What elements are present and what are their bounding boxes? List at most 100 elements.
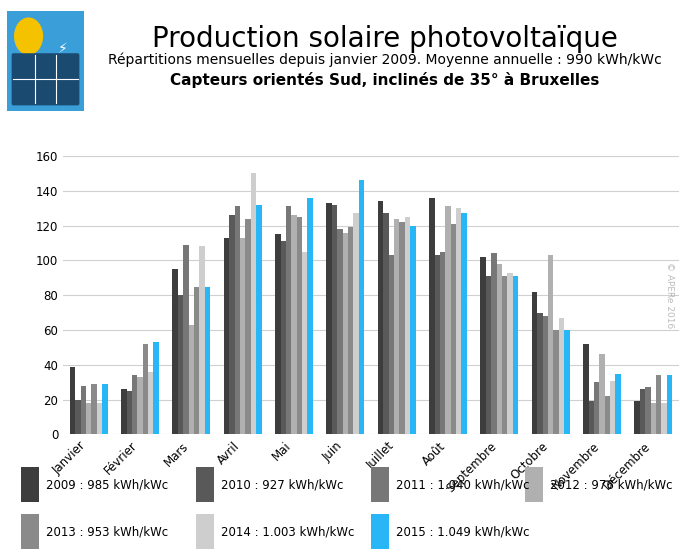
- FancyBboxPatch shape: [21, 515, 38, 549]
- Bar: [583, 344, 589, 434]
- Bar: [410, 226, 416, 434]
- Bar: [199, 246, 205, 434]
- Bar: [496, 264, 502, 434]
- Text: ⚡: ⚡: [57, 42, 67, 56]
- Bar: [297, 217, 302, 434]
- Bar: [127, 391, 132, 434]
- Bar: [451, 224, 456, 434]
- FancyBboxPatch shape: [371, 467, 388, 502]
- Bar: [224, 238, 229, 434]
- Bar: [132, 375, 137, 434]
- FancyBboxPatch shape: [196, 467, 214, 502]
- Bar: [656, 375, 662, 434]
- Bar: [348, 227, 354, 434]
- Text: 2009 : 985 kWh/kWc: 2009 : 985 kWh/kWc: [46, 478, 167, 491]
- Bar: [502, 276, 508, 434]
- Text: 2010 : 927 kWh/kWc: 2010 : 927 kWh/kWc: [220, 478, 343, 491]
- FancyBboxPatch shape: [21, 467, 38, 502]
- Text: 2015 : 1.049 kWh/kWc: 2015 : 1.049 kWh/kWc: [395, 525, 529, 539]
- Bar: [326, 203, 332, 434]
- Bar: [662, 403, 667, 434]
- Bar: [486, 276, 491, 434]
- Bar: [240, 238, 246, 434]
- Bar: [354, 213, 359, 434]
- Bar: [589, 402, 594, 434]
- Bar: [148, 372, 153, 434]
- Bar: [650, 403, 656, 434]
- Bar: [286, 207, 291, 434]
- Bar: [80, 385, 86, 434]
- FancyBboxPatch shape: [525, 467, 542, 502]
- Bar: [554, 330, 559, 434]
- Text: 2012 : 976 kWh/kWc: 2012 : 976 kWh/kWc: [550, 478, 672, 491]
- Bar: [75, 400, 80, 434]
- Bar: [445, 207, 451, 434]
- FancyBboxPatch shape: [371, 515, 388, 549]
- Bar: [178, 295, 183, 434]
- Bar: [302, 252, 307, 434]
- Bar: [594, 382, 599, 434]
- Text: Production solaire photovoltaïque: Production solaire photovoltaïque: [152, 25, 618, 53]
- Bar: [143, 344, 148, 434]
- Bar: [491, 253, 496, 434]
- Bar: [359, 180, 364, 434]
- Circle shape: [15, 18, 43, 54]
- Bar: [229, 215, 234, 434]
- Bar: [275, 234, 281, 434]
- Bar: [394, 219, 400, 434]
- Bar: [251, 173, 256, 434]
- Bar: [291, 215, 297, 434]
- Bar: [610, 380, 615, 434]
- Bar: [246, 219, 251, 434]
- Bar: [440, 252, 445, 434]
- Bar: [234, 207, 240, 434]
- Text: 2013 : 953 kWh/kWc: 2013 : 953 kWh/kWc: [46, 525, 167, 539]
- Bar: [667, 375, 672, 434]
- Bar: [383, 213, 389, 434]
- Text: Capteurs orientés Sud, inclinés de 35° à Bruxelles: Capteurs orientés Sud, inclinés de 35° à…: [170, 72, 600, 89]
- Bar: [435, 255, 440, 434]
- Bar: [183, 245, 188, 434]
- Bar: [634, 402, 640, 434]
- Bar: [194, 286, 199, 434]
- Bar: [378, 201, 383, 434]
- Bar: [281, 241, 286, 434]
- Bar: [97, 403, 102, 434]
- Text: Répartitions mensuelles depuis janvier 2009. Moyenne annuelle : 990 kWh/kWc: Répartitions mensuelles depuis janvier 2…: [108, 53, 662, 67]
- FancyBboxPatch shape: [12, 53, 79, 105]
- Bar: [342, 233, 348, 434]
- Bar: [92, 384, 97, 434]
- Bar: [70, 367, 75, 434]
- Bar: [615, 374, 621, 434]
- Bar: [429, 198, 435, 434]
- Bar: [86, 403, 92, 434]
- Bar: [564, 330, 570, 434]
- Bar: [532, 292, 537, 434]
- Bar: [121, 389, 127, 434]
- Bar: [332, 205, 337, 434]
- Bar: [513, 276, 518, 434]
- Bar: [188, 325, 194, 434]
- Text: © APERe 2016: © APERe 2016: [665, 262, 674, 328]
- Bar: [548, 255, 554, 434]
- Bar: [256, 205, 262, 434]
- Bar: [307, 198, 313, 434]
- Bar: [153, 342, 159, 434]
- Bar: [205, 286, 210, 434]
- Bar: [537, 312, 542, 434]
- Bar: [172, 269, 178, 434]
- FancyBboxPatch shape: [3, 6, 88, 116]
- Bar: [508, 272, 513, 434]
- Bar: [480, 257, 486, 434]
- FancyBboxPatch shape: [196, 515, 214, 549]
- Bar: [337, 229, 342, 434]
- Bar: [456, 208, 461, 434]
- Bar: [605, 396, 610, 434]
- Text: 2011 : 1.040 kWh/kWc: 2011 : 1.040 kWh/kWc: [395, 478, 529, 491]
- Bar: [137, 377, 143, 434]
- Bar: [102, 384, 108, 434]
- Bar: [400, 222, 405, 434]
- Bar: [640, 389, 645, 434]
- Bar: [559, 318, 564, 434]
- Bar: [599, 354, 605, 434]
